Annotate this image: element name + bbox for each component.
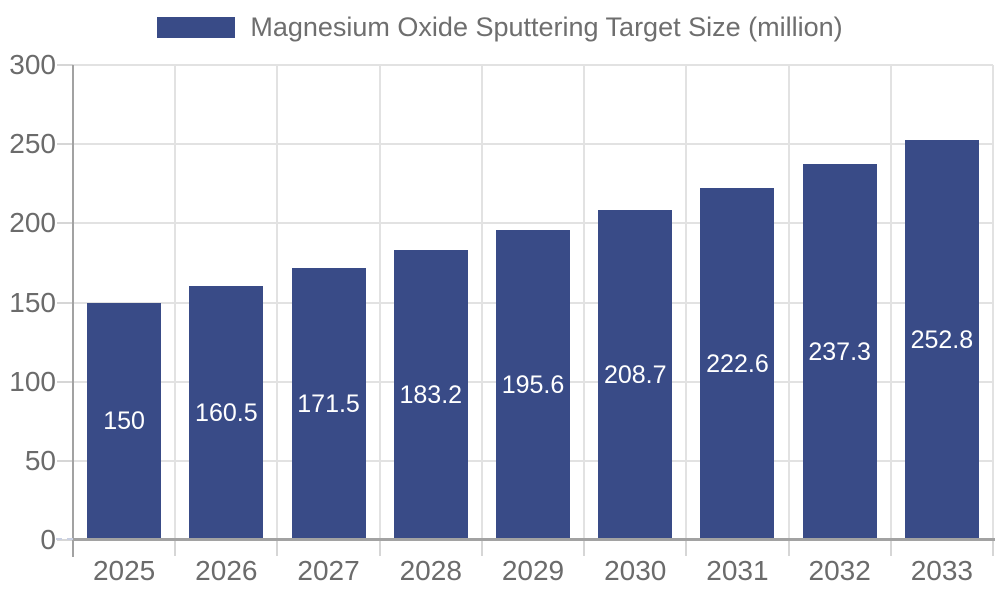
x-tick — [174, 540, 177, 556]
y-tick — [57, 539, 73, 541]
x-tick — [787, 540, 790, 556]
v-gridline — [378, 65, 381, 540]
bar-2027 — [291, 268, 366, 540]
bar-value-label: 183.2 — [399, 380, 463, 409]
x-tick-label: 2026 — [195, 555, 258, 586]
bar-value-label: 208.7 — [603, 360, 667, 389]
legend: Magnesium Oxide Sputtering Target Size (… — [0, 12, 1000, 43]
v-gridline — [992, 65, 994, 540]
v-gridline — [787, 65, 790, 540]
bar-2032 — [802, 164, 877, 540]
x-tick-label: 2027 — [297, 555, 360, 586]
x-axis-line — [72, 538, 995, 541]
y-axis-line — [72, 65, 74, 557]
bar-2025 — [87, 302, 162, 540]
y-tick-label: 0 — [40, 524, 56, 555]
bar-2031 — [700, 187, 775, 540]
v-gridline — [889, 65, 892, 540]
bar-2028 — [393, 249, 468, 540]
y-tick — [57, 222, 73, 225]
bar-2026 — [189, 285, 264, 540]
y-tick — [57, 143, 73, 146]
bar-value-label: 252.8 — [910, 325, 974, 354]
v-gridline — [685, 65, 688, 540]
x-tick-label: 2025 — [92, 555, 156, 586]
v-gridline — [480, 65, 483, 540]
h-gridline — [73, 222, 993, 225]
bar-2030 — [598, 209, 673, 540]
y-tick-label: 200 — [9, 207, 56, 239]
x-tick — [685, 540, 688, 556]
bar-value-label: 195.6 — [501, 371, 565, 400]
x-tick-label: 2029 — [501, 555, 565, 586]
y-tick — [57, 301, 73, 304]
bar-2029 — [496, 230, 570, 540]
bar-2033 — [904, 139, 979, 540]
y-tick — [57, 64, 73, 66]
x-tick-label: 2028 — [399, 555, 462, 586]
x-tick — [583, 540, 586, 556]
bar-value-label: 222.6 — [706, 349, 769, 378]
bar-value-label: 150 — [103, 407, 145, 436]
x-tick-label: 2033 — [910, 555, 974, 586]
x-tick — [276, 540, 279, 556]
y-tick-label: 100 — [9, 365, 56, 397]
x-tick — [378, 540, 381, 556]
y-tick-label: 150 — [9, 286, 56, 318]
v-gridline — [583, 65, 586, 540]
x-tick-label: 2030 — [604, 555, 667, 586]
x-tick — [992, 540, 994, 556]
x-tick — [889, 540, 892, 556]
x-tick — [480, 540, 483, 556]
x-tick-label: 2031 — [706, 555, 769, 586]
v-gridline — [276, 65, 279, 540]
legend-label: Magnesium Oxide Sputtering Target Size (… — [250, 12, 843, 42]
bar-value-label: 160.5 — [195, 398, 258, 427]
x-tick-label: 2032 — [808, 555, 871, 586]
bar-value-label: 171.5 — [297, 390, 360, 419]
y-tick-label: 300 — [9, 49, 56, 80]
h-gridline — [73, 64, 993, 66]
y-tick-label: 50 — [24, 444, 56, 476]
bar-value-label: 237.3 — [808, 338, 871, 367]
y-tick-label: 250 — [9, 128, 56, 160]
v-gridline — [174, 65, 177, 540]
zero-baseline-dash — [56, 538, 73, 540]
h-gridline — [73, 143, 993, 146]
y-tick — [57, 459, 73, 462]
y-tick — [57, 380, 73, 383]
legend-swatch — [157, 17, 236, 38]
